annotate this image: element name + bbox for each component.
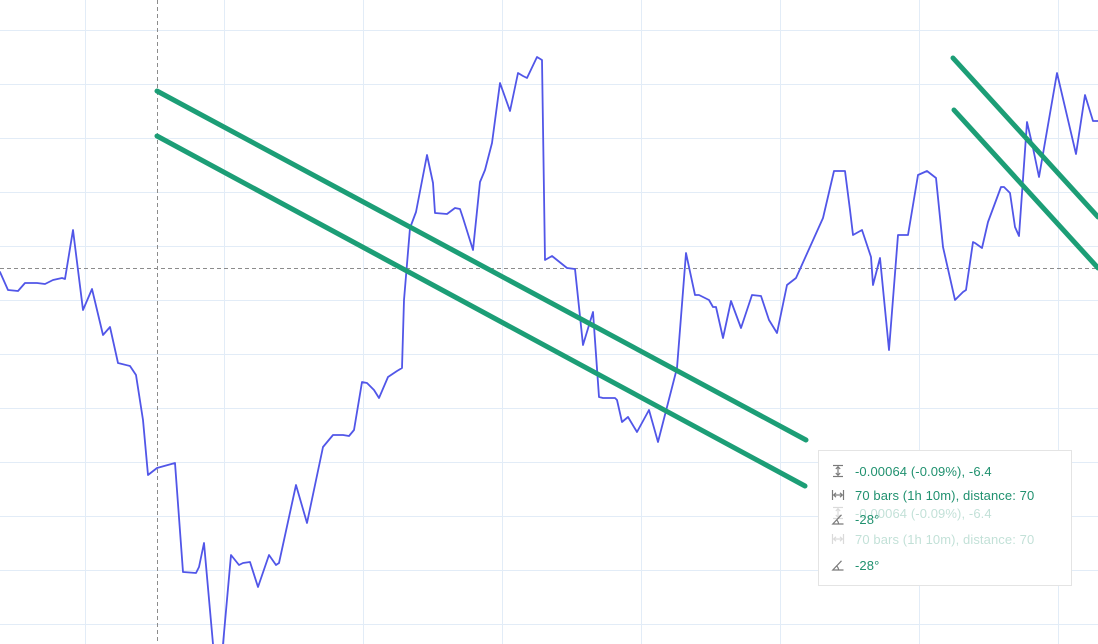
measure-angle-value: -28° [855,557,880,573]
bars-count-icon [830,487,846,503]
price-range-icon [830,463,846,479]
measure-row-angle: -28° [819,509,879,529]
bars-count-icon [830,531,846,547]
measure-bars-value: 70 bars (1h 10m), distance: 70 [855,487,1035,503]
angle-icon [830,511,846,527]
measure-row-angle-back: -28° [819,555,879,575]
measure-tooltip: -0.00064 (-0.09%), -6.4 70 bars (1h 10m)… [818,450,1072,586]
trend-line[interactable] [154,133,808,489]
price-line[interactable] [0,56,1098,644]
measure-row-bars-back: 70 bars (1h 10m), distance: 70 [819,529,1034,549]
measure-price-value: -0.00064 (-0.09%), -6.4 [855,463,992,479]
measure-price-value: -0.00064 (-0.09%), -6.4 [855,505,992,521]
trend-line[interactable] [951,107,1098,271]
angle-icon [830,557,846,573]
measure-row-price-back: -0.00064 (-0.09%), -6.4 [819,503,992,523]
measure-row-price: -0.00064 (-0.09%), -6.4 [819,461,992,481]
trend-line[interactable] [950,55,1098,220]
measure-angle-value: -28° [855,511,880,527]
trend-line[interactable] [154,88,809,443]
price-range-icon [830,505,846,521]
measure-row-bars: 70 bars (1h 10m), distance: 70 [819,485,1034,505]
measure-bars-value: 70 bars (1h 10m), distance: 70 [855,531,1035,547]
